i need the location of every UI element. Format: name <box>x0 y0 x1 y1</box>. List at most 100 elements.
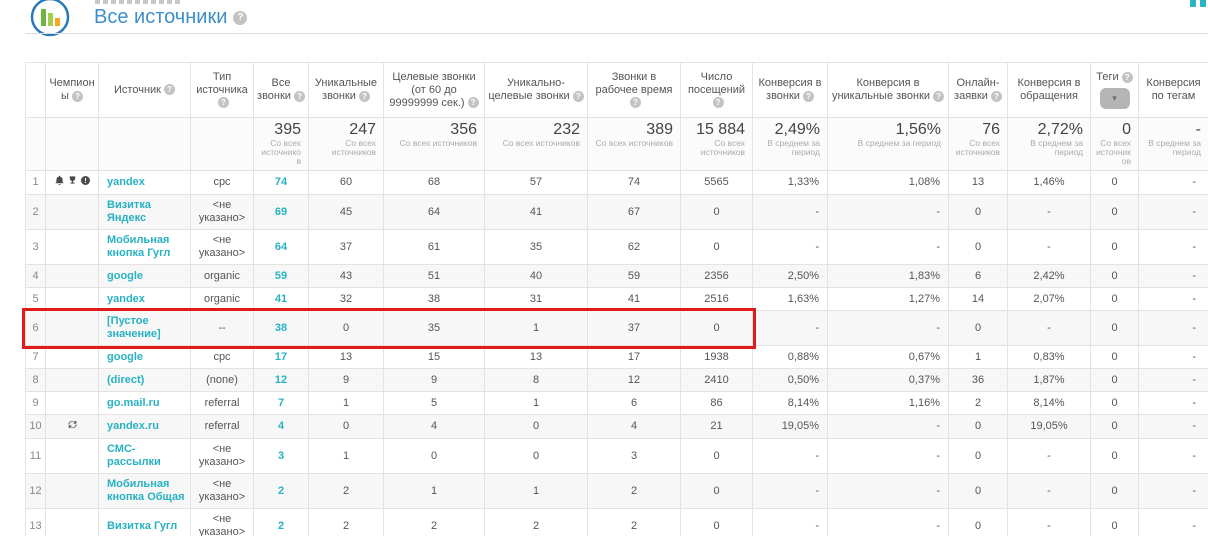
cell-tags: 0 <box>1090 414 1139 439</box>
cell-target_calls: 51 <box>383 264 485 288</box>
total-tags: 0 Со всех источников <box>1090 117 1139 171</box>
table-row: 13 Визитка Гугл <не указано> 2 2 2 2 2 0- -0-0- <box>25 508 1208 536</box>
col-header-conv_calls: Конверсия в звонки? <box>752 62 828 118</box>
source-link[interactable]: Визитка Гугл <box>107 519 178 532</box>
cell-working_hours_calls: 3 <box>587 438 681 474</box>
cell-all_calls[interactable]: 4 <box>253 414 309 439</box>
col-label: Конверсия по тегам <box>1146 77 1201 102</box>
cell-working_hours_calls: 62 <box>587 229 681 265</box>
cell-working_hours_calls: 59 <box>587 264 681 288</box>
cell-all_calls[interactable]: 7 <box>253 391 309 415</box>
help-icon[interactable]: ? <box>218 97 229 109</box>
cell-all_calls[interactable]: 3 <box>253 438 309 474</box>
cell-conv_requests: - <box>1007 229 1091 265</box>
cell-unique_calls: 1 <box>308 438 384 474</box>
cell-tags: 0 <box>1090 287 1139 311</box>
source-link[interactable]: go.mail.ru <box>107 396 160 409</box>
cell-unique_calls: 45 <box>308 194 384 230</box>
cell-tags: 0 <box>1090 194 1139 230</box>
source-link[interactable]: [Пустое значение] <box>107 315 161 340</box>
cell-all_calls[interactable]: 2 <box>253 473 309 509</box>
cell-unique_calls: 0 <box>308 414 384 439</box>
cell-champions <box>45 368 99 392</box>
title-help-icon[interactable]: ? <box>233 10 248 25</box>
alert-icon <box>80 175 91 190</box>
cell-all_calls[interactable]: 12 <box>253 368 309 392</box>
help-icon[interactable]: ? <box>630 97 641 109</box>
cell-champions <box>45 508 99 536</box>
cell-conv_requests: 1,87% <box>1007 368 1091 392</box>
cell-conv_unique_calls: - <box>827 508 949 536</box>
cell-all_calls[interactable]: 64 <box>253 229 309 265</box>
cell-all_calls[interactable]: 17 <box>253 345 309 369</box>
table-row: 6 [Пустое значение] -- 38 0 35 1 37 0- -0-0- <box>25 310 1208 346</box>
cell-source: go.mail.ru <box>98 391 191 415</box>
help-icon[interactable]: ? <box>1121 71 1133 83</box>
cell-all_calls[interactable]: 41 <box>253 287 309 311</box>
source-link[interactable]: Мобильная кнопка Гугл <box>107 234 171 259</box>
cell-online_requests: 0 <box>948 473 1008 509</box>
source-link[interactable]: yandex <box>107 292 145 305</box>
cell-tags: 0 <box>1090 473 1139 509</box>
cell-visits: 2356 <box>680 264 753 288</box>
table-row: 2 Визитка Яндекс <не указано> 69 45 64 41 67 0- -… <box>25 194 1208 230</box>
help-icon[interactable]: ? <box>802 90 814 102</box>
cell-conv_unique_calls: 0,37% <box>827 368 949 392</box>
help-icon[interactable]: ? <box>712 97 724 109</box>
total-conv_requests: 2,72% В среднем за период <box>1007 117 1091 171</box>
col-label: Источник <box>114 83 161 96</box>
cell-conv_calls: 1,33% <box>752 170 828 195</box>
source-link[interactable]: google <box>107 269 144 282</box>
source-link[interactable]: yandex <box>107 176 145 188</box>
cell-conv_unique_calls: 1,83% <box>827 264 949 288</box>
cell-target_calls: 15 <box>383 345 485 369</box>
cell-unique_target_calls: 1 <box>484 310 588 346</box>
source-link[interactable]: Мобильная кнопка Общая <box>107 478 185 503</box>
help-icon[interactable]: ? <box>293 90 305 102</box>
cell-unique_calls: 0 <box>308 310 384 346</box>
cell-unique_calls: 13 <box>308 345 384 369</box>
source-link[interactable]: yandex.ru <box>107 420 159 432</box>
tags-filter-button[interactable]: ▾ <box>1099 88 1130 109</box>
cell-target_calls: 61 <box>383 229 485 265</box>
cell-num: 10 <box>25 414 46 439</box>
cell-tags: 0 <box>1090 310 1139 346</box>
cell-visits: 0 <box>680 508 753 536</box>
cell-unique_target_calls: 13 <box>484 345 588 369</box>
table-row: 1 yandex cpc 74 60 68 57 74 5565 1,33% 1,08% 13 1,46… <box>25 170 1208 195</box>
help-icon[interactable]: ? <box>163 84 175 96</box>
help-icon[interactable]: ? <box>71 90 83 102</box>
cell-conv_tags: - <box>1138 287 1208 311</box>
source-link[interactable]: СМС-рассылки <box>107 443 161 468</box>
help-icon[interactable]: ? <box>933 90 945 102</box>
cell-num: 6 <box>25 310 46 346</box>
source-link[interactable]: Визитка Яндекс <box>107 199 151 224</box>
help-icon[interactable]: ? <box>358 90 370 102</box>
cell-all_calls[interactable]: 74 <box>253 170 309 195</box>
cell-source: Мобильная кнопка Общая <box>98 473 191 509</box>
cell-conv_calls: - <box>752 194 828 230</box>
cell-tags: 0 <box>1090 264 1139 288</box>
cell-all_calls[interactable]: 59 <box>253 264 309 288</box>
cell-working_hours_calls: 12 <box>587 368 681 392</box>
total-target_calls: 356 Со всех источников <box>383 117 485 171</box>
columns-icon[interactable] <box>1190 0 1206 8</box>
cell-visits: 86 <box>680 391 753 415</box>
table-row: 4 google organic 59 43 51 40 59 2356 2,50% 1,83% 6 2… <box>25 264 1208 288</box>
cell-target_calls: 0 <box>383 438 485 474</box>
cell-online_requests: 0 <box>948 414 1008 439</box>
cell-type: <не указано> <box>190 229 254 265</box>
help-icon[interactable]: ? <box>990 90 1002 102</box>
source-link[interactable]: (direct) <box>107 373 145 386</box>
help-icon[interactable]: ? <box>572 90 584 102</box>
cell-num: 11 <box>25 438 46 474</box>
source-link[interactable]: google <box>107 350 144 363</box>
cell-source: Визитка Яндекс <box>98 194 191 230</box>
cell-type: organic <box>190 287 254 311</box>
cell-conv_unique_calls: 1,16% <box>827 391 949 415</box>
cell-all_calls[interactable]: 2 <box>253 508 309 536</box>
cell-all_calls[interactable]: 38 <box>253 310 309 346</box>
cell-visits: 2410 <box>680 368 753 392</box>
help-icon[interactable]: ? <box>467 97 479 109</box>
cell-all_calls[interactable]: 69 <box>253 194 309 230</box>
